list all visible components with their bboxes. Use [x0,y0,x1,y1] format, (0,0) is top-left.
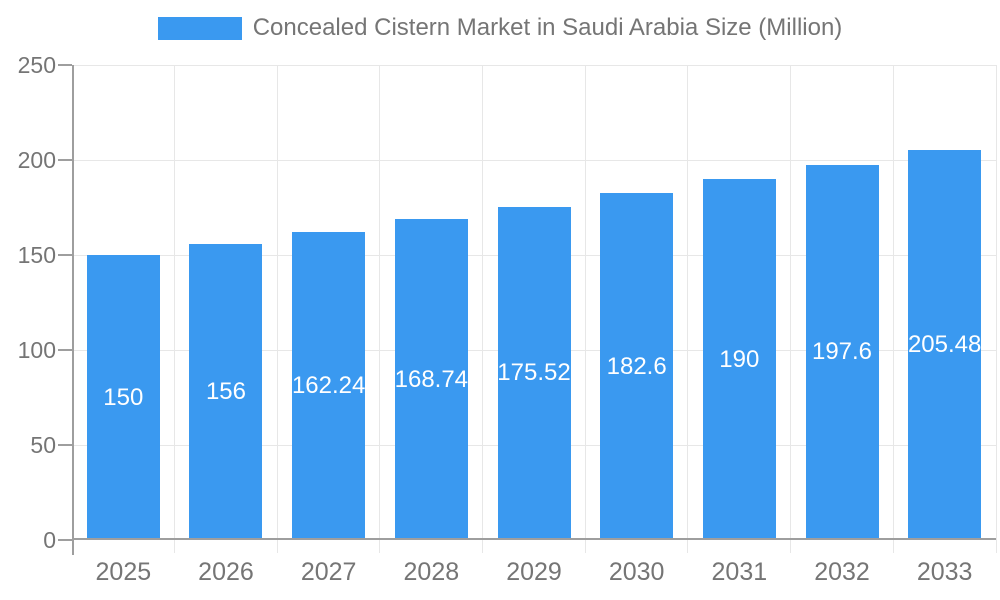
bar-value-label: 175.52 [497,359,571,387]
chart-title: Concealed Cistern Market in Saudi Arabia… [252,14,843,41]
plot-area: 150 156 162.24 168.74 175.52 182.6 190 197.6 205… [58,64,997,555]
y-axis-tick [58,444,72,446]
bar-value-label: 156 [205,377,246,405]
horizontal-gridline [72,159,996,161]
y-axis-tick [58,349,72,351]
bar-2027: 162.24 [291,231,366,540]
vertical-gridline [174,65,176,553]
x-axis-tick-label: 2028 [403,558,460,586]
bar-value-label: 182.6 [606,352,667,380]
chart-legend: Concealed Cistern Market in Saudi Arabia… [0,14,1000,42]
x-axis-tick-label: 2030 [608,558,665,586]
bar-2033: 205.48 [907,149,982,540]
y-axis-tick [58,254,72,256]
vertical-gridline [687,65,689,553]
bar-value-label: 197.6 [811,338,873,366]
y-axis-labels: 0 50 100 150 200 250 [0,52,56,553]
legend-swatch [157,16,242,40]
y-axis-line [72,65,74,555]
vertical-gridline [995,65,997,553]
bar-2032: 197.6 [805,164,879,540]
vertical-gridline [276,65,278,553]
bar-value-label: 150 [103,383,144,411]
vertical-gridline [790,65,792,553]
vertical-gridline [379,65,381,553]
y-axis-tick-label: 150 [17,242,56,268]
x-axis-labels: 2025 2026 2027 2028 2029 2030 2031 2032 2033 [72,556,996,590]
x-axis-line [72,538,996,540]
bar-2028: 168.74 [395,219,468,540]
x-axis-tick-label: 2025 [95,558,152,586]
y-axis-tick [58,64,72,66]
x-axis-tick-label: 2031 [711,558,768,586]
y-axis-tick [58,159,72,161]
y-axis-tick [58,539,72,541]
vertical-gridline [482,65,484,553]
vertical-gridline [584,65,586,553]
vertical-gridline [892,65,894,553]
bar-value-label: 168.74 [394,365,469,393]
x-axis-tick-label: 2027 [300,558,357,586]
horizontal-gridline [72,64,996,66]
bar-2030: 182.6 [600,193,674,540]
y-axis-tick-label: 200 [17,147,56,173]
bar-value-label: 205.48 [907,330,982,358]
x-axis-tick-label: 2029 [506,558,562,586]
bar-2029: 175.52 [497,206,571,540]
x-axis-tick-label: 2033 [916,558,973,586]
bar-2026: 156 [189,243,263,540]
x-axis-tick-label: 2026 [198,558,254,586]
bar-value-label: 190 [719,345,760,373]
bar-value-label: 162.24 [291,371,366,399]
y-axis-tick-label: 0 [43,527,56,553]
y-axis-tick-label: 250 [17,52,56,78]
y-axis-tick-label: 50 [30,432,56,458]
x-axis-tick-label: 2032 [814,558,870,586]
bar-2031: 190 [702,179,776,540]
bar-2025: 150 [86,255,160,540]
y-axis-tick-label: 100 [17,337,56,363]
